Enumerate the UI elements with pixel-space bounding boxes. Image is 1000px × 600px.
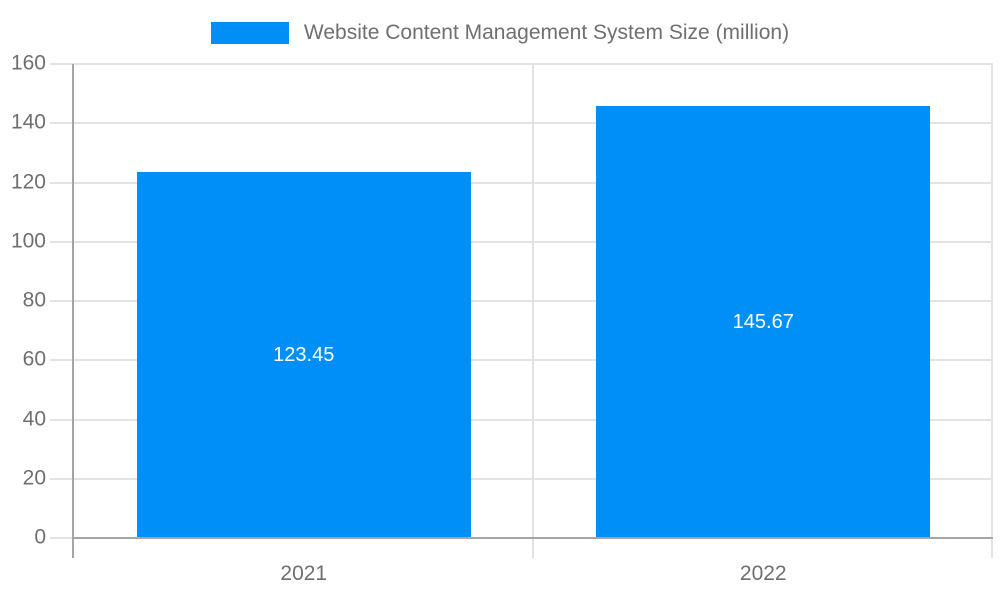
- y-gridline: [50, 181, 993, 184]
- y-gridline: [50, 418, 993, 421]
- bar-value-label: 145.67: [732, 310, 794, 333]
- y-gridline: [50, 122, 993, 125]
- plot-area: 0 20 40 60 80 100 120 140 160 123.45 2021 145.67 202…: [11, 52, 993, 585]
- y-gridline: [50, 477, 993, 480]
- y-axis-tick-label: 140: [10, 110, 46, 134]
- category-gridline: [991, 64, 993, 558]
- category-gridline: [531, 64, 534, 558]
- x-axis-tick-label: 2021: [280, 562, 328, 585]
- x-axis-tick-label: 2022: [739, 562, 787, 585]
- y-gridline: [50, 63, 993, 65]
- y-axis-tick-label: 160: [10, 51, 46, 75]
- y-axis-tick-label: 120: [10, 170, 46, 194]
- y-axis-line: [72, 64, 74, 558]
- bar-2022: 145.67: [596, 106, 931, 538]
- y-gridline: [50, 537, 74, 539]
- y-axis-tick-label: 80: [22, 288, 46, 312]
- y-axis-tick-label: 20: [22, 466, 46, 490]
- y-gridline: [50, 240, 993, 243]
- bar-value-label: 123.45: [273, 343, 335, 366]
- legend-swatch: [210, 21, 289, 44]
- legend-label: Website Content Management System Size (…: [303, 20, 790, 44]
- y-gridline: [50, 300, 993, 302]
- y-axis-tick-label: 60: [22, 347, 46, 371]
- y-axis-tick-label: 100: [10, 229, 46, 253]
- y-axis-tick-label: 40: [22, 407, 46, 431]
- bar-2021: 123.45: [136, 172, 471, 538]
- legend: Website Content Management System Size (…: [0, 21, 1000, 44]
- y-axis-tick-label: 0: [34, 525, 46, 549]
- y-gridline: [50, 359, 993, 362]
- x-axis-line: [74, 537, 993, 539]
